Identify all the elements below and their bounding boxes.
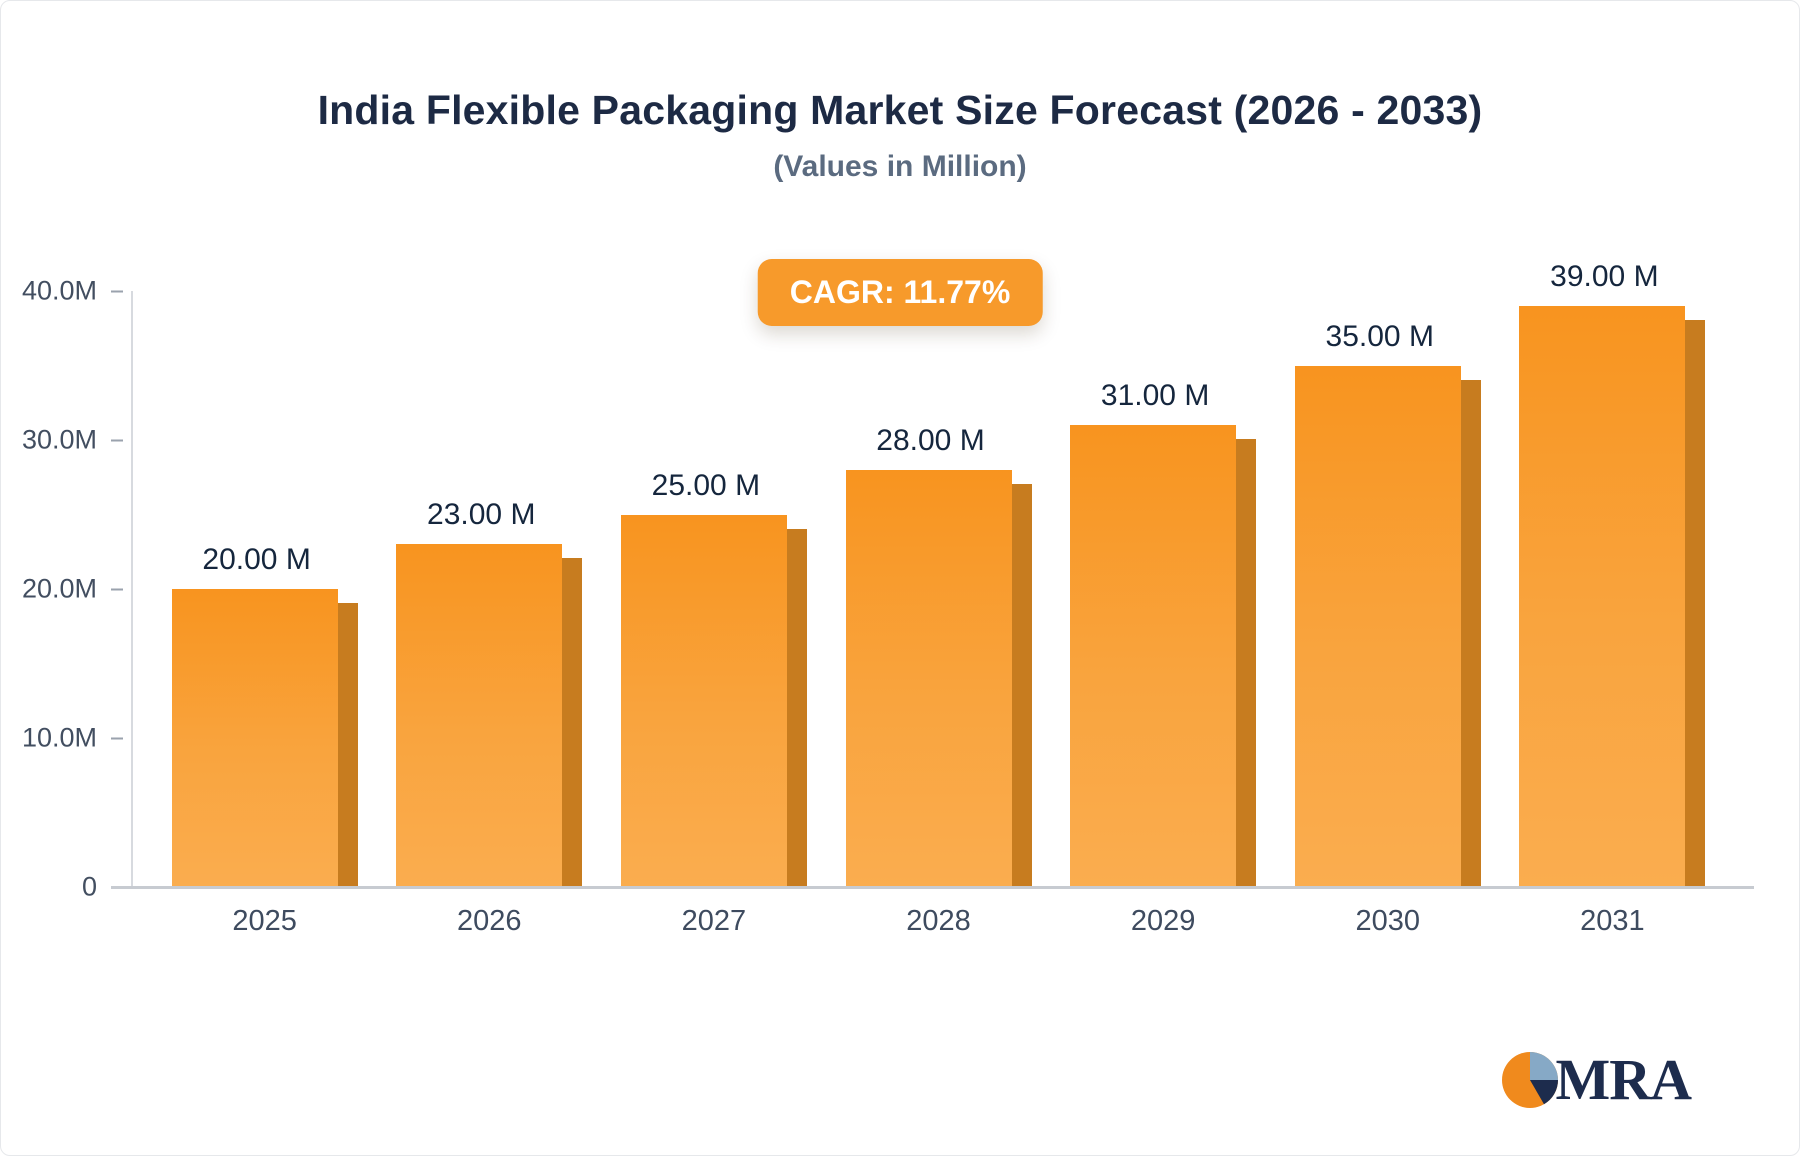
bar-face xyxy=(1070,425,1237,887)
bar: 28.00 M xyxy=(845,424,1032,887)
bar-face xyxy=(171,589,338,887)
y-tick-mark xyxy=(111,439,123,441)
bar-side-shadow xyxy=(786,528,807,887)
bar-group: 20.00 M xyxy=(171,291,358,887)
bar-side-shadow xyxy=(1011,483,1032,887)
y-tick-label: 0 xyxy=(81,871,97,902)
y-tick: 30.0M xyxy=(22,425,129,456)
bar: 35.00 M xyxy=(1294,320,1481,887)
bar-side-shadow xyxy=(562,558,583,887)
bar-face xyxy=(1294,365,1461,887)
bar-side-shadow xyxy=(1685,319,1706,887)
bar-side-shadow xyxy=(1236,439,1257,887)
bar-group: 39.00 M xyxy=(1519,260,1706,887)
bar-face xyxy=(396,544,563,887)
plot-area: 20.00 M 23.00 M 25.00 M 28.00 M 31.00 M 35.00… xyxy=(111,260,1754,889)
logo-pie-icon xyxy=(1502,1051,1559,1108)
bar-group: 31.00 M xyxy=(1070,291,1257,887)
chart-title: India Flexible Packaging Market Size For… xyxy=(317,87,1483,133)
x-axis-label: 2030 xyxy=(1355,905,1420,937)
bar-group: 28.00 M xyxy=(845,291,1032,887)
bar: 20.00 M xyxy=(171,543,358,887)
y-axis: 0 10.0M 20.0M 30.0M 40.0M xyxy=(1,276,129,902)
y-tick-label: 40.0M xyxy=(21,275,97,306)
x-axis-label: 2031 xyxy=(1580,905,1645,937)
bar-value-label: 20.00 M xyxy=(202,543,311,576)
logo-text: MRA xyxy=(1555,1047,1692,1112)
bar-face xyxy=(620,514,787,887)
x-axis-label: 2029 xyxy=(1130,905,1196,937)
y-tick: 20.0M xyxy=(22,574,129,605)
bar: 31.00 M xyxy=(1070,379,1257,887)
y-tick-mark xyxy=(111,290,123,292)
brand-logo: MRA xyxy=(1499,1046,1692,1113)
bar-group: 23.00 M xyxy=(396,291,583,887)
bar-value-label: 35.00 M xyxy=(1325,319,1434,353)
bar-group: 35.00 M xyxy=(1294,291,1481,887)
y-axis-line xyxy=(131,291,133,887)
x-axis-label: 2025 xyxy=(232,905,297,937)
x-axis-label: 2026 xyxy=(456,905,522,937)
x-axis-label: 2028 xyxy=(906,905,971,937)
bar-value-label: 31.00 M xyxy=(1100,379,1210,413)
bars-container: 20.00 M 23.00 M 25.00 M 28.00 M 31.00 M 35.00… xyxy=(133,260,1744,887)
y-tick-mark xyxy=(111,737,123,739)
chart-subtitle: (Values in Million) xyxy=(773,150,1027,183)
bar: 39.00 M xyxy=(1519,260,1706,887)
bar-side-shadow xyxy=(1460,379,1481,887)
y-tick: 10.0M xyxy=(22,723,129,754)
bar-value-label: 25.00 M xyxy=(651,468,761,502)
bar-value-label: 23.00 M xyxy=(427,498,536,532)
x-axis-label: 2027 xyxy=(681,905,747,937)
x-axis-line xyxy=(111,886,1754,889)
cagr-badge: CAGR: 11.77% xyxy=(757,259,1043,326)
bar-face xyxy=(845,469,1012,887)
y-tick-mark xyxy=(111,588,123,590)
bar-value-label: 39.00 M xyxy=(1550,259,1659,293)
y-tick-label: 20.0M xyxy=(21,573,97,604)
y-tick-label: 10.0M xyxy=(21,722,97,753)
y-tick-label: 30.0M xyxy=(21,424,97,455)
bar-side-shadow xyxy=(337,603,358,887)
bar-value-label: 28.00 M xyxy=(876,423,985,457)
bar: 23.00 M xyxy=(396,498,583,887)
bar: 25.00 M xyxy=(620,469,807,887)
bar-face xyxy=(1519,305,1686,887)
x-axis: 2025 2026 2027 2028 2029 2030 2031 xyxy=(133,905,1744,938)
bar-group: 25.00 M xyxy=(620,291,807,887)
y-tick: 40.0M xyxy=(22,276,129,307)
